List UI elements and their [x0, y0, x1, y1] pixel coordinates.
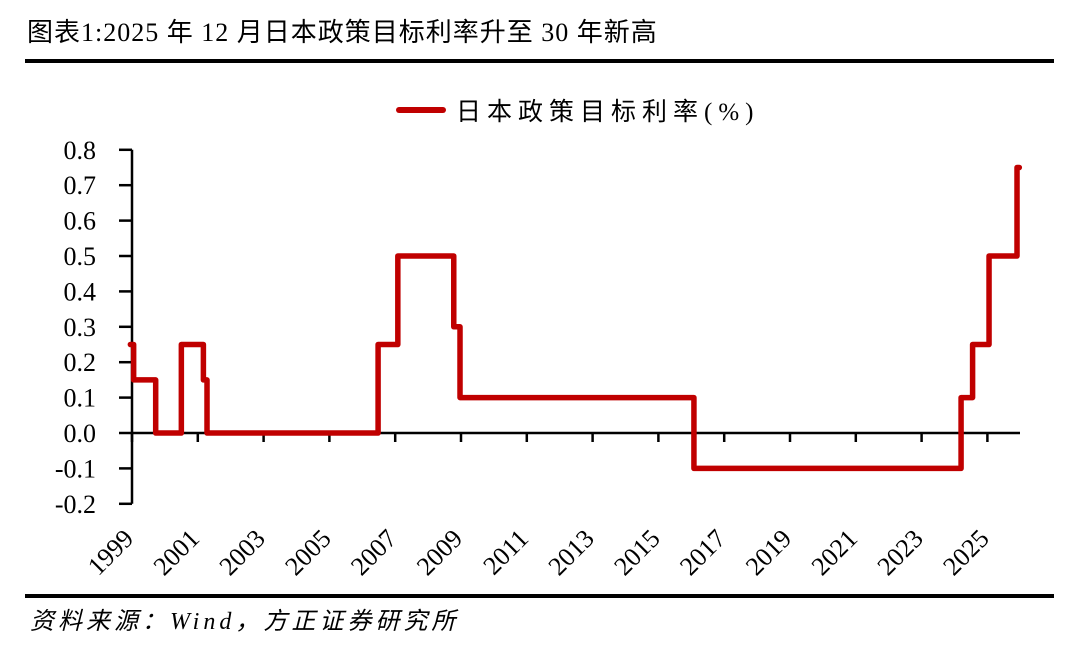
x-tick-label: 2005: [279, 524, 336, 581]
y-tick-label: 0.8: [64, 136, 97, 165]
y-tick-label: 0.7: [64, 171, 97, 200]
x-tick-label: 1999: [82, 524, 139, 581]
x-tick-label: 2025: [937, 524, 994, 581]
x-tick-label: 2021: [806, 524, 863, 581]
x-tick-label: 2003: [214, 524, 271, 581]
y-tick-label: 0.2: [64, 348, 97, 377]
y-tick-label: 0.1: [64, 384, 97, 413]
title-rule: [25, 59, 1054, 63]
x-tick-label: 2017: [674, 524, 731, 581]
legend-label: 日本政策目标利率(%): [456, 99, 760, 126]
y-tick-label: 0.6: [64, 207, 97, 236]
y-tick-label: 0.0: [64, 419, 97, 448]
x-tick-label: 2007: [345, 524, 402, 581]
x-tick-label: 2023: [872, 524, 929, 581]
y-tick-label: -0.1: [55, 454, 96, 483]
source-note: 资料来源：Wind，方正证券研究所: [30, 609, 460, 635]
y-tick-label: 0.3: [64, 313, 97, 342]
x-tick-label: 2011: [477, 524, 534, 581]
x-tick-label: 2015: [608, 524, 665, 581]
figure-title: 图表1:2025 年 12 月日本政策目标利率升至 30 年新高: [27, 18, 658, 47]
y-tick-label: 0.5: [64, 242, 97, 271]
x-tick-label: 2009: [411, 524, 468, 581]
y-tick-label: -0.2: [55, 490, 96, 519]
footer-rule: [25, 594, 1054, 598]
legend-line-icon: [396, 107, 446, 113]
chart-legend: 日本政策目标利率(%): [396, 92, 759, 128]
x-tick-label: 2013: [543, 524, 600, 581]
x-tick-label: 2019: [740, 524, 797, 581]
policy-rate-line: [127, 164, 1023, 472]
y-tick-label: 0.4: [64, 277, 97, 306]
x-tick-label: 2001: [148, 524, 205, 581]
